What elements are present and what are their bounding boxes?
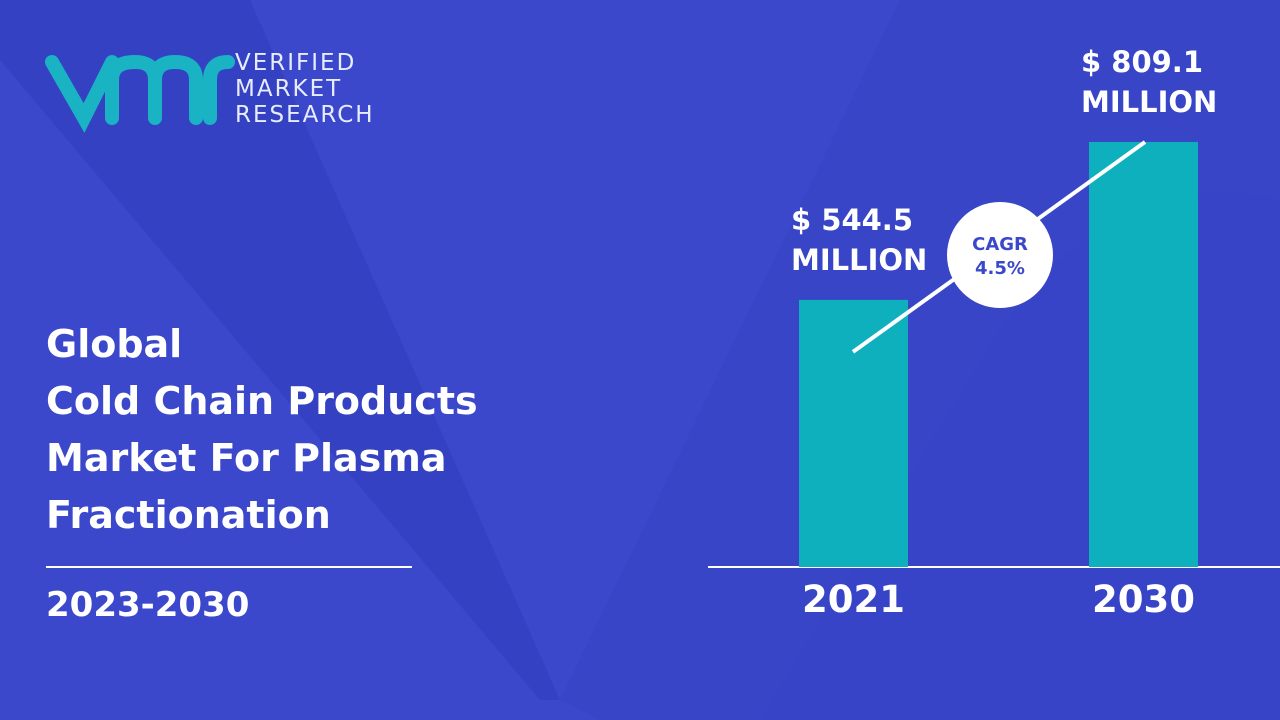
bar (799, 299, 908, 567)
annotation: CAGR 4.5% (972, 234, 1028, 279)
cagr-badge (947, 202, 1053, 308)
title: Global Cold Chain Products Market For Pl… (46, 322, 478, 537)
bar (1089, 141, 1198, 567)
logo-text: VERIFIED MARKET RESEARCH (235, 50, 375, 128)
value-label: $ 544.5 MILLION (791, 202, 928, 277)
logo-mark (45, 54, 235, 133)
background-shape (0, 0, 560, 700)
value-label: $ 809.1 MILLION (1081, 44, 1218, 119)
subtitle: 2023-2030 (46, 585, 250, 625)
x-tick-label: 2030 (1092, 578, 1195, 621)
x-tick-label: 2021 (802, 578, 905, 621)
